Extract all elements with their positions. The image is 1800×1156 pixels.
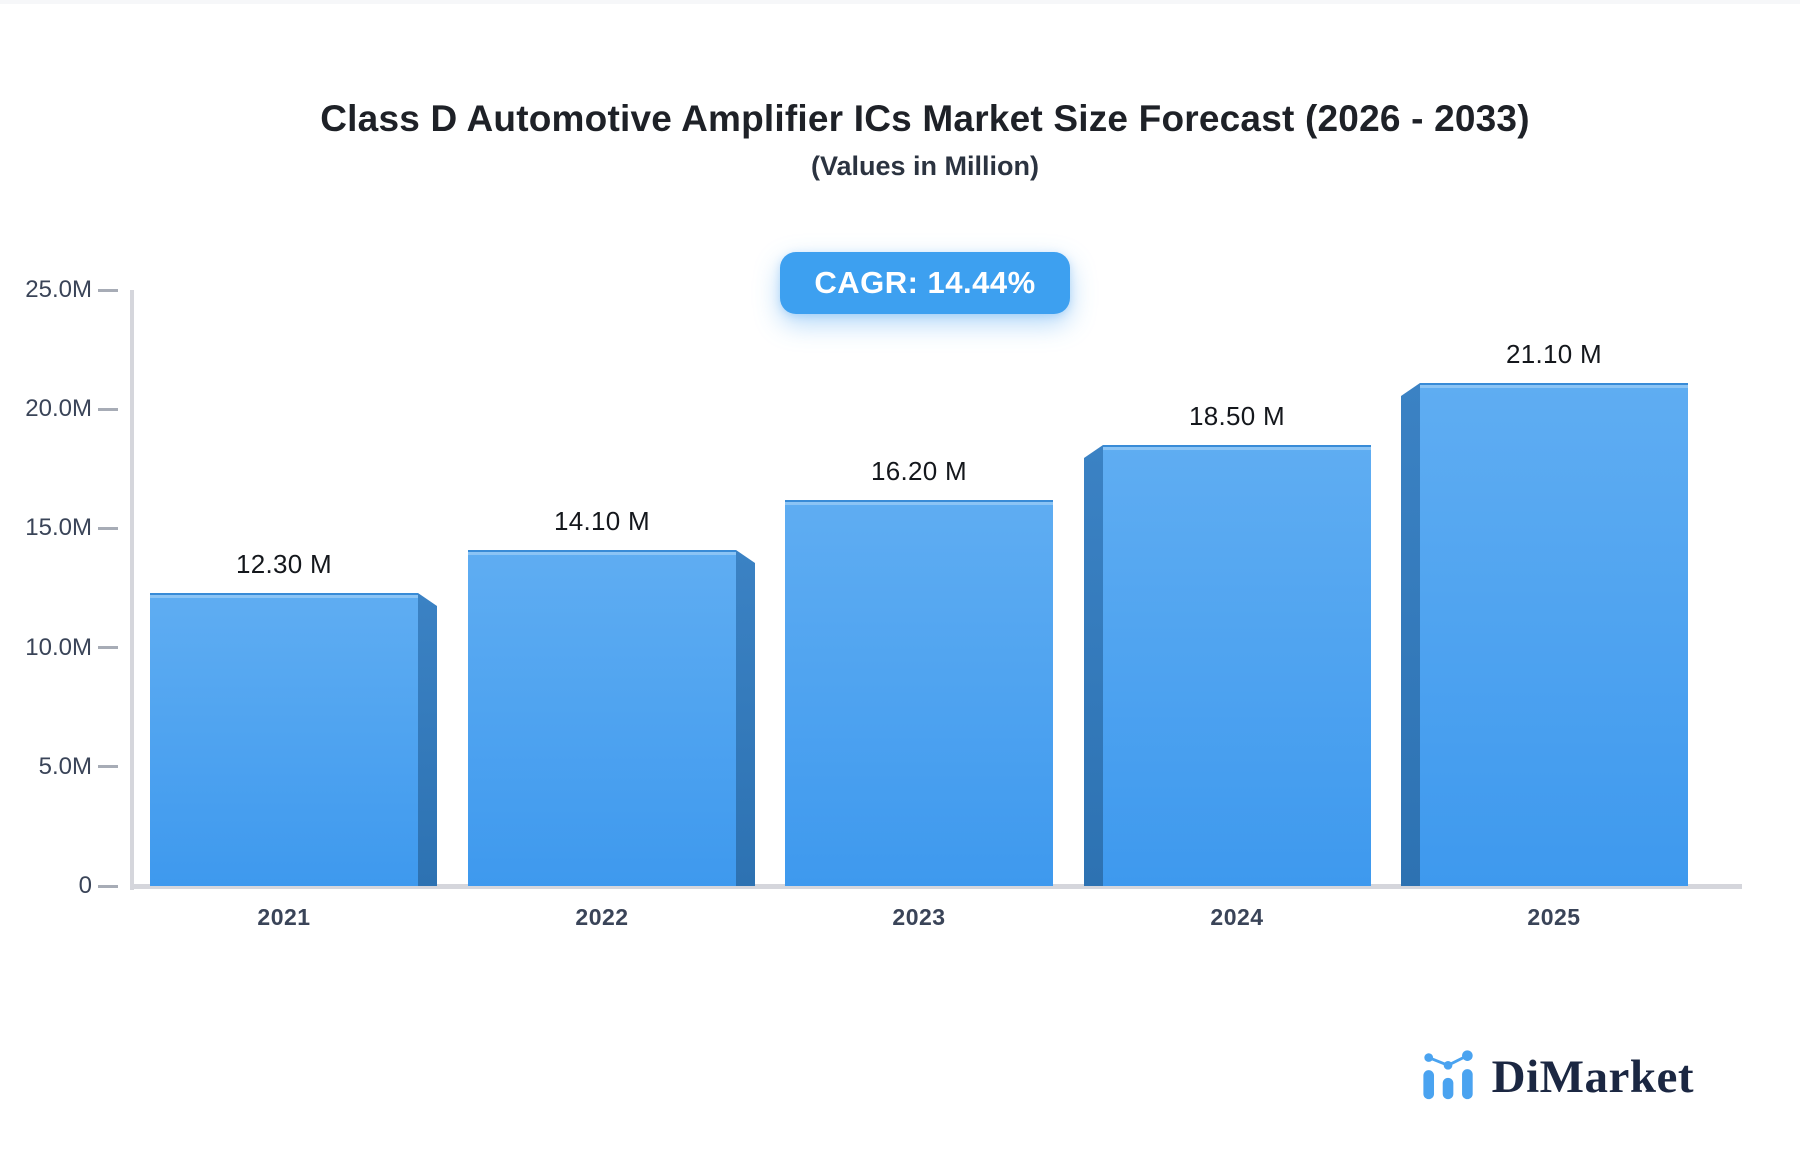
x-axis-label-2023: 2023 [892,904,946,930]
y-tick-mark [98,288,118,292]
y-tick-mark [98,884,118,888]
cagr-badge-wrap: CAGR: 14.44% [50,252,1800,314]
y-tick-label: 0 [78,872,92,899]
bar-2021[interactable] [150,593,418,886]
bar-value-label-2023: 16.20 M [870,456,968,486]
bar-side-face-2022 [736,550,755,886]
mini-bar-chart-icon [1423,1050,1473,1100]
brand-logo: DiMarket [1420,1048,1694,1103]
y-tick-mark [98,646,118,650]
bar-value-label-2024: 18.50 M [1188,401,1286,431]
bar-side-face-2021 [418,593,437,886]
bar-value-label-2022: 14.10 M [553,506,651,536]
y-tick-label: 20.0M [25,395,92,423]
x-axis-label-2022: 2022 [575,904,629,930]
x-axis-label-2021: 2021 [257,904,311,930]
y-axis-line [130,290,134,890]
top-border-strip [0,0,1800,4]
chart-subtitle: (Values in Million) [810,151,1040,181]
chart-title: Class D Automotive Amplifier ICs Market … [320,98,1530,139]
bar-2024[interactable] [1103,445,1371,886]
bar-value-label-2025: 21.10 M [1505,339,1603,369]
bar-side-face-2024 [1084,445,1103,886]
brand-logo-text: DiMarket [1491,1051,1694,1103]
x-axis-line [130,884,1742,889]
cagr-badge: CAGR: 14.44% [780,252,1070,314]
y-tick-mark [98,407,118,411]
bar-2022[interactable] [468,550,736,886]
y-tick-label: 25.0M [25,276,92,303]
x-axis-label-2025: 2025 [1527,904,1581,930]
bar-value-label-2021: 12.30 M [235,549,333,579]
x-axis-label-2024: 2024 [1210,904,1264,930]
y-tick-label: 10.0M [25,633,92,661]
y-tick-mark [98,526,118,530]
bar-2023[interactable] [785,500,1053,886]
y-tick-mark [98,765,118,769]
y-tick-label: 15.0M [25,514,92,542]
bar-side-face-2025 [1401,383,1420,886]
y-tick-label: 5.0M [38,752,92,780]
bar-2025[interactable] [1420,383,1688,886]
